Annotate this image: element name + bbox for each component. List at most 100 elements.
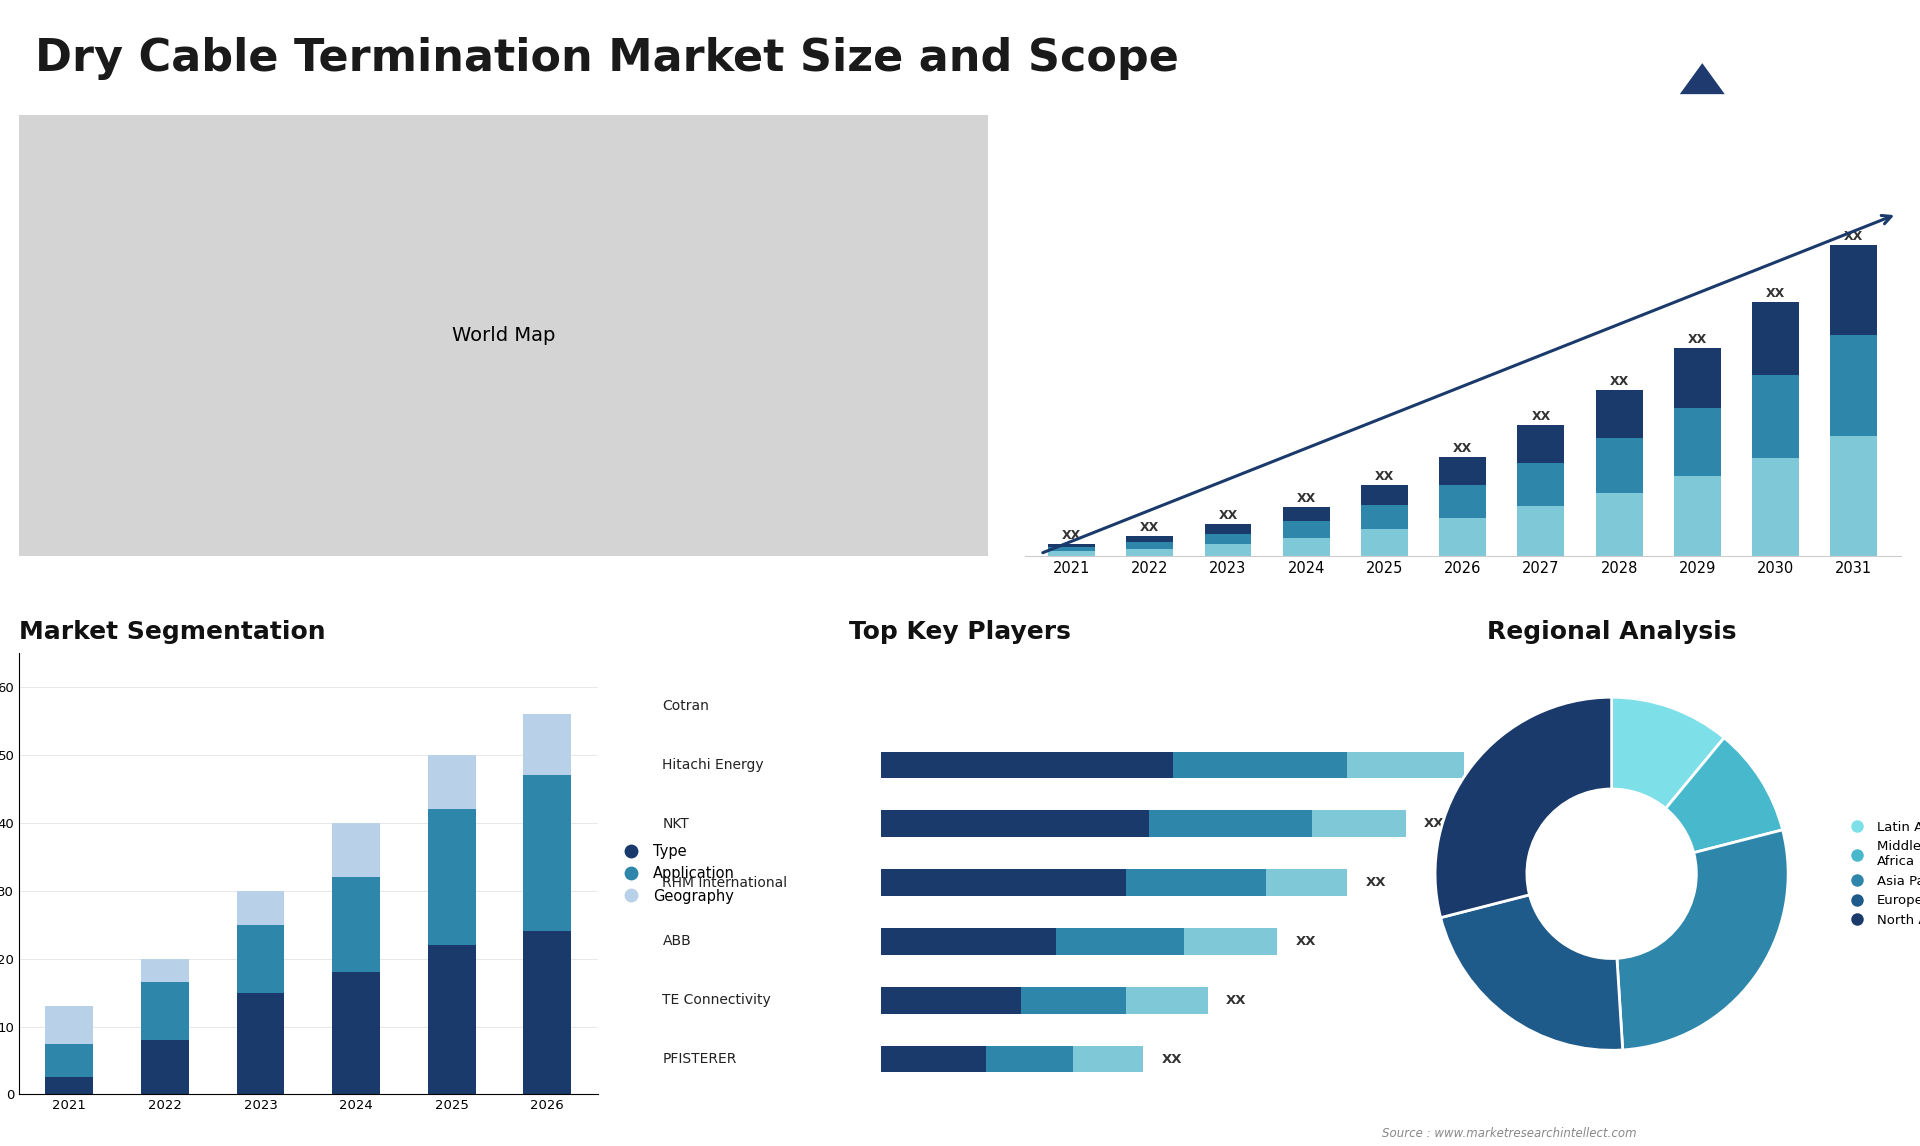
Bar	[1517, 507, 1565, 556]
Wedge shape	[1434, 697, 1611, 918]
Bar	[524, 932, 572, 1094]
Bar	[881, 870, 1125, 896]
Bar	[1283, 521, 1331, 537]
Title: Top Key Players: Top Key Players	[849, 620, 1071, 644]
Bar	[428, 809, 476, 945]
Bar	[1674, 477, 1720, 556]
Bar	[1048, 543, 1094, 547]
Bar	[428, 755, 476, 809]
Bar	[987, 1046, 1073, 1073]
Bar	[1283, 537, 1331, 556]
Bar	[236, 890, 284, 925]
Bar	[1125, 870, 1265, 896]
Text: RESEARCH: RESEARCH	[1789, 54, 1843, 63]
Bar	[1517, 425, 1565, 463]
Bar	[236, 992, 284, 1094]
Bar	[1440, 457, 1486, 485]
Text: Market Segmentation: Market Segmentation	[19, 620, 326, 644]
Bar	[1674, 408, 1720, 477]
Bar	[1048, 551, 1094, 556]
Bar	[1596, 493, 1644, 556]
Text: XX: XX	[1453, 442, 1473, 455]
Text: XX: XX	[1296, 935, 1317, 948]
Polygon shape	[1680, 63, 1724, 94]
Text: MARKET: MARKET	[1795, 31, 1837, 39]
Bar	[140, 982, 188, 1041]
Text: XX: XX	[1365, 876, 1386, 889]
Bar	[1204, 534, 1252, 544]
Bar	[1125, 987, 1208, 1013]
Legend: Latin America, Middle East &
Africa, Asia Pacific, Europe, North America: Latin America, Middle East & Africa, Asi…	[1839, 815, 1920, 932]
Bar	[46, 1077, 94, 1094]
Bar	[1150, 810, 1313, 837]
Legend: Type, Application, Geography: Type, Application, Geography	[611, 838, 741, 910]
Bar	[1361, 529, 1407, 556]
Bar	[1204, 544, 1252, 556]
Text: Dry Cable Termination Market Size and Scope: Dry Cable Termination Market Size and Sc…	[35, 37, 1179, 80]
Bar	[1830, 245, 1878, 335]
Bar	[881, 752, 1173, 778]
Bar	[881, 928, 1056, 955]
Bar	[46, 1044, 94, 1077]
Text: Source : www.marketresearchintellect.com: Source : www.marketresearchintellect.com	[1382, 1128, 1638, 1140]
Bar	[140, 958, 188, 982]
Bar	[1440, 518, 1486, 556]
Text: PFISTERER: PFISTERER	[662, 1052, 737, 1066]
Wedge shape	[1440, 895, 1622, 1050]
Bar	[1185, 928, 1277, 955]
Bar	[1056, 928, 1185, 955]
Bar	[1361, 505, 1407, 529]
Wedge shape	[1667, 738, 1782, 853]
Bar	[1073, 1046, 1144, 1073]
Circle shape	[1526, 788, 1697, 958]
Bar	[524, 714, 572, 776]
Bar	[332, 877, 380, 972]
Bar	[140, 1041, 188, 1094]
Title: Regional Analysis: Regional Analysis	[1486, 620, 1736, 644]
Bar	[1361, 486, 1407, 505]
Text: Cotran: Cotran	[662, 699, 708, 713]
Bar	[1265, 870, 1348, 896]
Text: XX: XX	[1482, 759, 1503, 771]
Bar	[1021, 987, 1125, 1013]
Bar	[1313, 810, 1405, 837]
Bar	[1204, 525, 1252, 534]
Text: NKT: NKT	[662, 817, 689, 831]
Bar	[881, 1046, 987, 1073]
Wedge shape	[1617, 830, 1788, 1050]
Text: XX: XX	[1140, 521, 1160, 534]
Bar	[236, 925, 284, 992]
Bar	[1283, 507, 1331, 521]
Bar	[1596, 438, 1644, 493]
Text: Hitachi Energy: Hitachi Energy	[662, 758, 764, 772]
Bar	[1753, 301, 1799, 375]
Polygon shape	[1657, 23, 1747, 94]
Text: RHM International: RHM International	[662, 876, 787, 889]
Bar	[332, 823, 380, 877]
Text: XX: XX	[1609, 375, 1628, 387]
Text: XX: XX	[1845, 230, 1864, 243]
Text: INTELLECT: INTELLECT	[1789, 78, 1843, 86]
Text: XX: XX	[1688, 333, 1707, 346]
Bar	[1127, 542, 1173, 549]
Text: XX: XX	[1296, 492, 1315, 505]
Bar	[1517, 463, 1565, 507]
Bar	[46, 1006, 94, 1044]
Bar	[1173, 752, 1348, 778]
Text: XX: XX	[1766, 286, 1786, 299]
Text: World Map: World Map	[451, 325, 555, 345]
Bar	[1127, 536, 1173, 542]
Text: XX: XX	[1162, 1053, 1183, 1066]
Bar	[1596, 390, 1644, 438]
Bar	[1440, 485, 1486, 518]
Bar	[428, 945, 476, 1094]
Text: XX: XX	[1375, 471, 1394, 484]
Bar	[1830, 335, 1878, 437]
Text: XX: XX	[1219, 509, 1238, 523]
Wedge shape	[1611, 697, 1724, 808]
Bar	[881, 987, 1021, 1013]
Bar	[1674, 348, 1720, 408]
Bar	[1048, 547, 1094, 551]
Bar	[1830, 437, 1878, 556]
Bar	[1753, 458, 1799, 556]
